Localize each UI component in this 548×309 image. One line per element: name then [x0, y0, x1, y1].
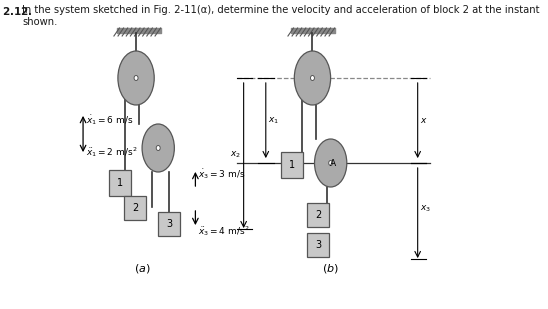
FancyBboxPatch shape [109, 170, 132, 196]
Text: $(a)$: $(a)$ [134, 262, 151, 275]
Ellipse shape [294, 51, 330, 105]
Text: $\ddot{x}_3 = 4$ m/s$^2$: $\ddot{x}_3 = 4$ m/s$^2$ [198, 224, 249, 238]
Text: 2: 2 [315, 210, 321, 220]
Text: $(b)$: $(b)$ [322, 262, 339, 275]
FancyBboxPatch shape [307, 203, 329, 227]
Text: $x_2$: $x_2$ [230, 149, 241, 160]
Text: 1: 1 [117, 178, 123, 188]
Text: A: A [330, 159, 336, 167]
Text: $x_1$: $x_1$ [268, 115, 279, 126]
Text: 1: 1 [289, 160, 295, 170]
Circle shape [329, 160, 333, 166]
Text: $\mathbf{2.12.}$: $\mathbf{2.12.}$ [2, 5, 32, 17]
Text: In the system sketched in Fig. 2-11(α), determine the velocity and acceleration : In the system sketched in Fig. 2-11(α), … [22, 5, 540, 15]
Text: $x_3$: $x_3$ [420, 204, 431, 214]
Text: $\dot{x}_3 = 3$ m/s: $\dot{x}_3 = 3$ m/s [198, 167, 246, 181]
FancyBboxPatch shape [124, 196, 146, 220]
Text: 2: 2 [132, 203, 139, 213]
Text: $\ddot{x}_1 = 2$ m/s$^2$: $\ddot{x}_1 = 2$ m/s$^2$ [86, 145, 138, 159]
Text: $\dot{x}_1 = 6$ m/s: $\dot{x}_1 = 6$ m/s [86, 113, 134, 127]
FancyBboxPatch shape [281, 152, 303, 178]
FancyBboxPatch shape [158, 212, 180, 236]
Ellipse shape [142, 124, 174, 172]
Circle shape [156, 146, 160, 150]
Text: shown.: shown. [22, 17, 58, 27]
FancyBboxPatch shape [307, 233, 329, 257]
Circle shape [134, 75, 138, 81]
Ellipse shape [118, 51, 154, 105]
Text: 3: 3 [166, 219, 173, 229]
Circle shape [311, 75, 315, 81]
Ellipse shape [315, 139, 347, 187]
Text: $x$: $x$ [420, 116, 427, 125]
Text: 3: 3 [315, 240, 321, 250]
